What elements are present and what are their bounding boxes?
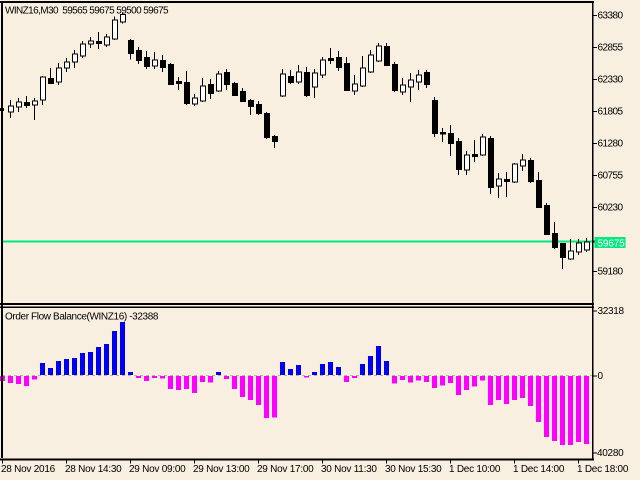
svg-text:62330: 62330 [598,74,624,85]
svg-text:1 Dec 10:00: 1 Dec 10:00 [449,464,501,475]
svg-text:-40280: -40280 [594,448,624,459]
svg-text:32318: 32318 [598,306,625,317]
svg-text:62855: 62855 [598,42,624,53]
svg-text:1 Dec 14:00: 1 Dec 14:00 [513,464,565,475]
svg-text:60230: 60230 [598,202,624,213]
svg-text:28 Nov 14:30: 28 Nov 14:30 [65,464,122,475]
svg-text:63380: 63380 [598,10,624,21]
svg-text:59180: 59180 [598,266,624,277]
svg-text:29 Nov 13:00: 29 Nov 13:00 [193,464,250,475]
svg-text:28 Nov 2016: 28 Nov 2016 [1,464,56,475]
svg-text:29 Nov 09:00: 29 Nov 09:00 [129,464,186,475]
svg-text:0: 0 [598,371,604,382]
svg-text:61805: 61805 [598,106,624,117]
svg-text:61280: 61280 [598,138,624,149]
svg-text:WINZ16,M30 59565 59675 59500: WINZ16,M30 59565 59675 59500 59675 [5,6,169,17]
svg-text:30 Nov 11:30: 30 Nov 11:30 [321,464,377,475]
svg-text:60755: 60755 [598,170,624,181]
svg-text:Order Flow Balance(WINZ16) -32: Order Flow Balance(WINZ16) -32388 [5,312,159,323]
svg-text:30 Nov 15:30: 30 Nov 15:30 [385,464,442,475]
svg-text:29 Nov 17:00: 29 Nov 17:00 [257,464,314,475]
svg-text:1 Dec 18:00: 1 Dec 18:00 [577,464,629,475]
svg-text:59675: 59675 [598,238,626,249]
